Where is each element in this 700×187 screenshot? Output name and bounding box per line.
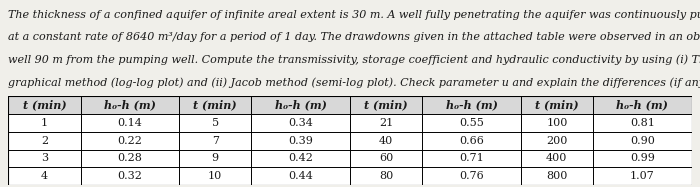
Text: 60: 60 <box>379 154 393 163</box>
Text: 10: 10 <box>208 171 223 181</box>
Text: 7: 7 <box>212 136 219 146</box>
Text: t (min): t (min) <box>364 100 408 111</box>
Text: 0.42: 0.42 <box>288 154 313 163</box>
Text: 0.55: 0.55 <box>459 118 484 128</box>
Text: 100: 100 <box>546 118 568 128</box>
Text: 1: 1 <box>41 118 48 128</box>
Text: 40: 40 <box>379 136 393 146</box>
Text: 0.22: 0.22 <box>118 136 142 146</box>
Text: t (min): t (min) <box>193 100 237 111</box>
Text: 5: 5 <box>211 118 219 128</box>
Text: 400: 400 <box>546 154 568 163</box>
Text: 0.71: 0.71 <box>459 154 484 163</box>
Text: graphical method (log-log plot) and (ii) Jacob method (semi-log plot). Check par: graphical method (log-log plot) and (ii)… <box>8 77 700 88</box>
Text: 21: 21 <box>379 118 393 128</box>
Text: 0.28: 0.28 <box>118 154 142 163</box>
Text: 4: 4 <box>41 171 48 181</box>
Text: 0.44: 0.44 <box>288 171 313 181</box>
Text: h₀-h (m): h₀-h (m) <box>274 100 327 111</box>
Text: 0.99: 0.99 <box>630 154 654 163</box>
Text: 1.07: 1.07 <box>630 171 654 181</box>
Text: 0.14: 0.14 <box>118 118 142 128</box>
Text: 0.90: 0.90 <box>630 136 654 146</box>
Text: 0.81: 0.81 <box>630 118 654 128</box>
Text: t (min): t (min) <box>22 100 66 111</box>
Text: The thickness of a confined aquifer of infinite areal extent is 30 m. A well ful: The thickness of a confined aquifer of i… <box>8 10 700 20</box>
Text: h₀-h (m): h₀-h (m) <box>616 100 668 111</box>
Text: 200: 200 <box>546 136 568 146</box>
Text: at a constant rate of 8640 m³/day for a period of 1 day. The drawdowns given in : at a constant rate of 8640 m³/day for a … <box>8 32 700 42</box>
Text: 0.32: 0.32 <box>118 171 142 181</box>
Text: 0.34: 0.34 <box>288 118 313 128</box>
Text: 0.66: 0.66 <box>459 136 484 146</box>
Text: 0.76: 0.76 <box>459 171 484 181</box>
Text: 9: 9 <box>211 154 219 163</box>
Text: 2: 2 <box>41 136 48 146</box>
Text: 3: 3 <box>41 154 48 163</box>
Text: h₀-h (m): h₀-h (m) <box>445 100 498 111</box>
Text: 80: 80 <box>379 171 393 181</box>
Text: t (min): t (min) <box>535 100 579 111</box>
Bar <box>8 96 692 114</box>
Text: well 90 m from the pumping well. Compute the transmissivity, storage coefficient: well 90 m from the pumping well. Compute… <box>8 55 700 65</box>
Text: 0.39: 0.39 <box>288 136 313 146</box>
Text: h₀-h (m): h₀-h (m) <box>104 100 156 111</box>
Text: 800: 800 <box>546 171 568 181</box>
